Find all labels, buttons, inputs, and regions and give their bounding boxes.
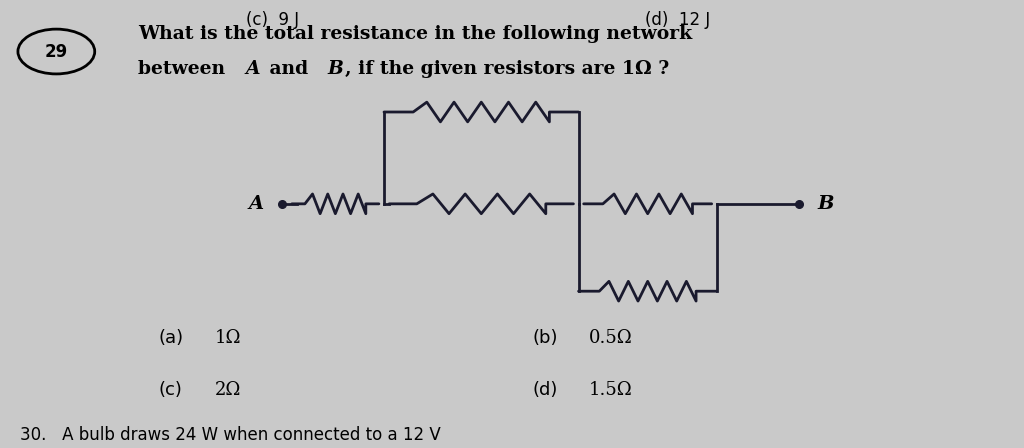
Text: A: A [248, 195, 263, 213]
Text: (b): (b) [532, 329, 558, 347]
Text: (c)  9 J: (c) 9 J [246, 11, 299, 29]
Text: (d): (d) [532, 381, 558, 399]
Text: (d)  12 J: (d) 12 J [645, 11, 711, 29]
Text: 0.5Ω: 0.5Ω [589, 329, 633, 347]
Text: A: A [246, 60, 260, 78]
Text: and: and [263, 60, 315, 78]
Text: 30.   A bulb draws 24 W when connected to a 12 V: 30. A bulb draws 24 W when connected to … [20, 426, 441, 444]
Text: , if the given resistors are 1Ω ?: , if the given resistors are 1Ω ? [345, 60, 670, 78]
Text: (c): (c) [159, 381, 182, 399]
Text: 29: 29 [45, 43, 68, 60]
Text: 1.5Ω: 1.5Ω [589, 381, 633, 399]
Text: B: B [328, 60, 344, 78]
Text: between: between [138, 60, 231, 78]
Text: B: B [817, 195, 834, 213]
Text: What is the total resistance in the following network: What is the total resistance in the foll… [138, 25, 692, 43]
Text: (a): (a) [159, 329, 184, 347]
Text: 2Ω: 2Ω [215, 381, 242, 399]
Text: 1Ω: 1Ω [215, 329, 242, 347]
